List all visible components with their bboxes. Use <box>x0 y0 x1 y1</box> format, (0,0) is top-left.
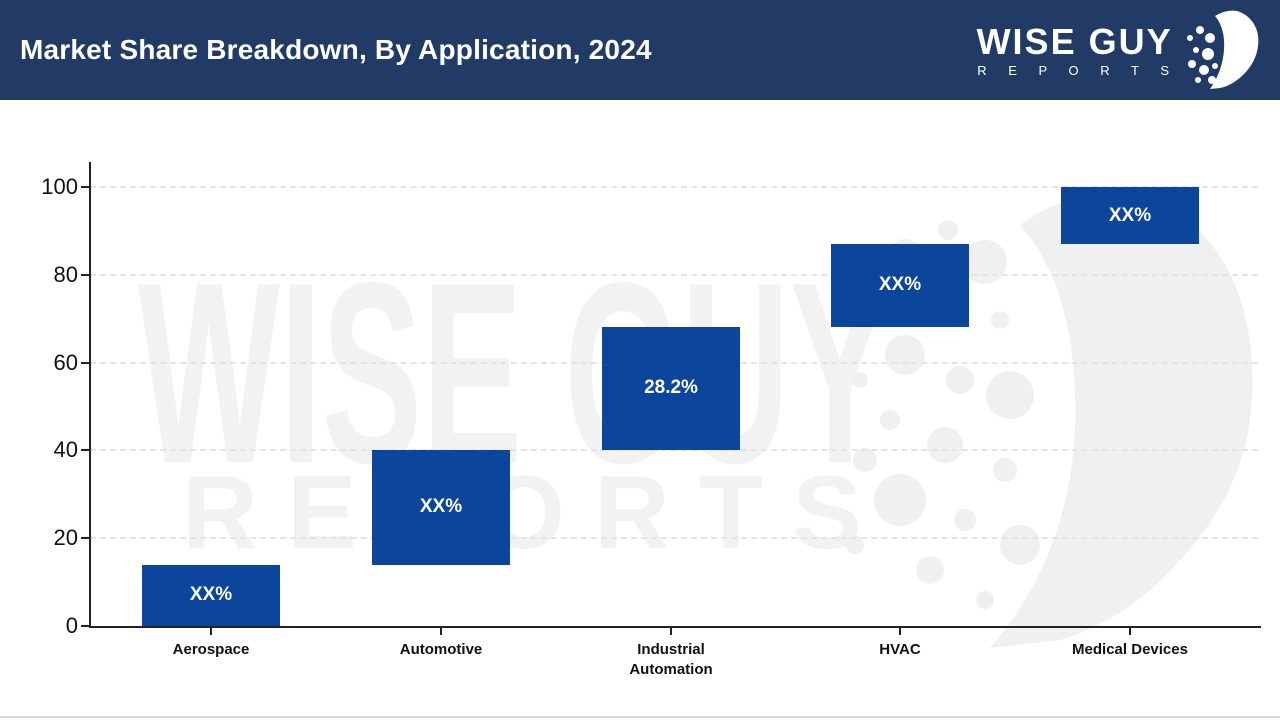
x-axis-tick-mark <box>210 628 212 635</box>
brand-face-icon <box>1187 10 1259 89</box>
y-axis-tick-mark <box>81 449 89 452</box>
header-bar: Market Share Breakdown, By Application, … <box>0 0 1280 100</box>
y-axis-tick-label: 0 <box>65 613 78 638</box>
bar-medical-devices: XX% <box>1061 187 1199 245</box>
brand-logo: WISE GUY R E P O R T S <box>971 8 1280 92</box>
x-axis-tick-mark <box>440 628 442 635</box>
x-axis-category-label: Medical Devices <box>1072 641 1188 658</box>
gridline-100 <box>90 186 1258 188</box>
x-axis-line <box>89 626 1261 628</box>
y-axis-tick-mark <box>81 273 89 276</box>
bar-automotive: XX% <box>372 450 510 565</box>
y-axis-line <box>89 162 91 628</box>
x-axis-tick-mark <box>899 628 901 635</box>
bar-value-label: XX% <box>1108 204 1152 226</box>
bar-hvac: XX% <box>831 244 969 327</box>
chart-title: Market Share Breakdown, By Application, … <box>20 34 652 65</box>
y-axis-tick-label: 100 <box>41 174 78 199</box>
gridline-40 <box>90 449 1258 452</box>
y-axis-tick-label: 80 <box>53 261 78 287</box>
bar-value-label: XX% <box>878 274 922 296</box>
bar-value-label: XX% <box>189 584 233 606</box>
x-axis-tick-mark <box>1129 628 1131 635</box>
gridline-80 <box>90 273 1258 276</box>
y-axis-tick-label: 40 <box>53 437 78 463</box>
footer-divider <box>0 716 1280 718</box>
bar-aerospace: XX% <box>142 564 280 626</box>
x-axis-category-label: Industrial Automation <box>629 641 713 679</box>
x-axis-category-label: Aerospace <box>172 641 250 658</box>
brand-name: WISE GUY <box>976 20 1173 62</box>
x-axis-category-label: Automotive <box>399 641 483 658</box>
gridline-20 <box>90 537 1258 540</box>
bar-industrial-automation: 28.2% <box>602 326 740 451</box>
x-axis-tick-mark <box>670 628 672 635</box>
y-axis-tick-mark <box>81 186 89 188</box>
bar-value-label: XX% <box>419 496 463 518</box>
y-axis-tick-mark <box>81 625 89 627</box>
y-axis-tick-label: 60 <box>53 349 78 375</box>
x-axis-category-label: HVAC <box>879 641 921 658</box>
brand-logo-text: WISE GUY R E P O R T S <box>971 20 1178 78</box>
y-axis-tick-label: 20 <box>53 525 78 551</box>
brand-subtitle: R E P O R T S <box>977 62 1178 78</box>
bar-value-label: 28.2% <box>644 377 698 399</box>
y-axis-tick-mark <box>81 537 89 540</box>
y-axis-tick-mark <box>81 361 89 364</box>
